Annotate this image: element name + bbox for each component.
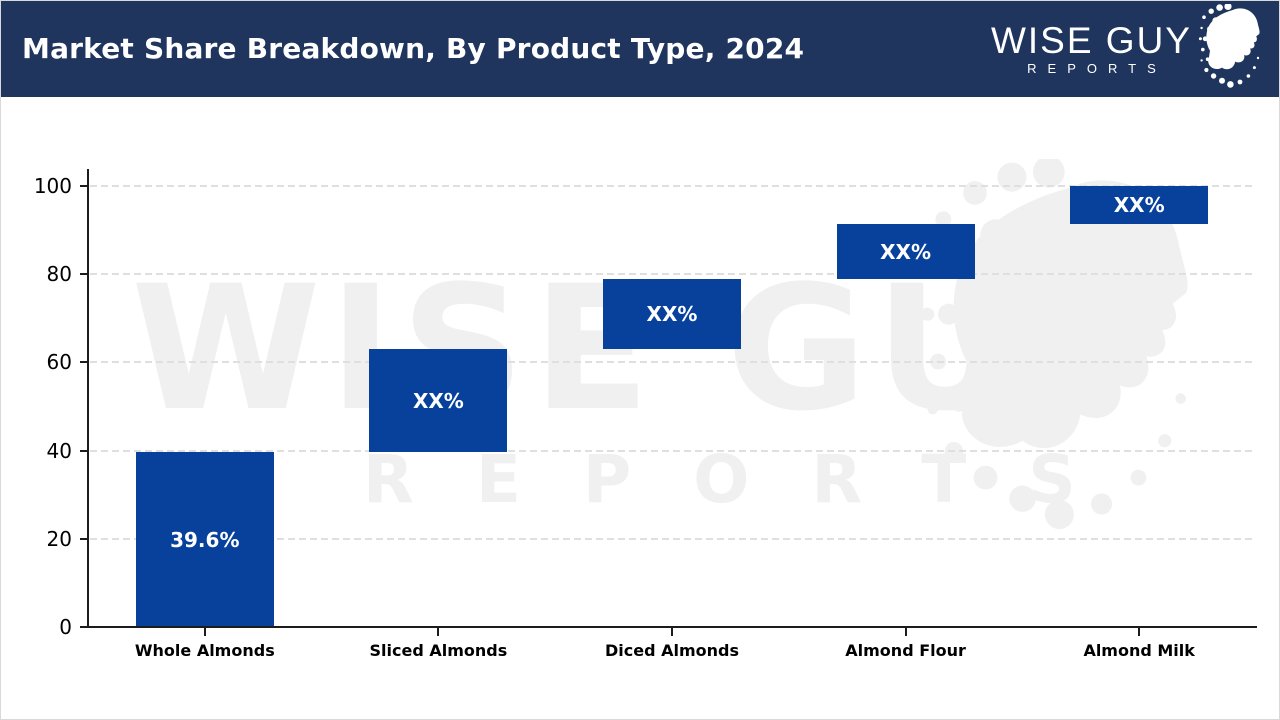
bar-value-label: XX%: [646, 302, 698, 327]
x-axis-label: Whole Almonds: [134, 641, 275, 660]
y-tick-label: 0: [59, 615, 72, 639]
x-tickmark-4: [904, 628, 907, 636]
gridline-40: [90, 449, 1256, 452]
brand-logo-text: WISE GUY REPORTS: [991, 22, 1192, 75]
y-tick-label: 20: [46, 526, 72, 551]
x-tickmark-1: [203, 628, 206, 636]
x-tickmark-5: [1138, 628, 1141, 636]
bar-value-label: XX%: [1113, 193, 1165, 218]
brand-name: WISE GUY: [990, 20, 1192, 61]
x-axis-label: Almond Milk: [1083, 641, 1195, 660]
bar-value-label: XX%: [412, 388, 464, 413]
y-tickmark-80: [80, 273, 88, 276]
y-tickmark-20: [80, 537, 88, 540]
x-axis-label: Almond Flour: [845, 641, 966, 660]
brand-subname: REPORTS: [1027, 61, 1167, 76]
x-axis-line: [87, 626, 1257, 628]
gridline-80: [90, 273, 1256, 276]
bar-whole-almonds: 39.6%: [135, 452, 274, 627]
gridline-100: [90, 185, 1256, 187]
x-tickmark-2: [437, 628, 440, 636]
gridline-60: [90, 361, 1256, 364]
y-tick-label: 60: [46, 350, 72, 375]
bar-value-label: XX%: [880, 239, 932, 264]
bar-almond-flour: XX%: [836, 224, 975, 280]
y-tickmark-100: [80, 185, 88, 187]
bar-value-label: 39.6%: [170, 527, 240, 552]
gridline-20: [90, 537, 1256, 540]
x-tickmark-3: [671, 628, 673, 636]
bar-almond-milk: XX%: [1070, 186, 1209, 225]
bar-diced-almonds: XX%: [603, 279, 741, 350]
bar-sliced-almonds: XX%: [369, 349, 508, 453]
brand-logo: WISE GUY REPORTS: [991, 3, 1264, 94]
y-tick-label: 100: [33, 174, 72, 198]
y-axis-line: [87, 169, 89, 628]
y-tick-label: 80: [46, 262, 72, 287]
page-title: Market Share Breakdown, By Product Type,…: [22, 32, 805, 65]
x-axis-label: Diced Almonds: [604, 641, 739, 660]
header-bar: Market Share Breakdown, By Product Type,…: [1, 1, 1279, 97]
y-tickmark-60: [80, 361, 88, 364]
x-axis-label: Sliced Almonds: [369, 641, 508, 660]
y-tickmark-40: [80, 449, 88, 452]
y-tick-label: 40: [46, 438, 72, 463]
y-tickmark-0: [80, 626, 88, 628]
